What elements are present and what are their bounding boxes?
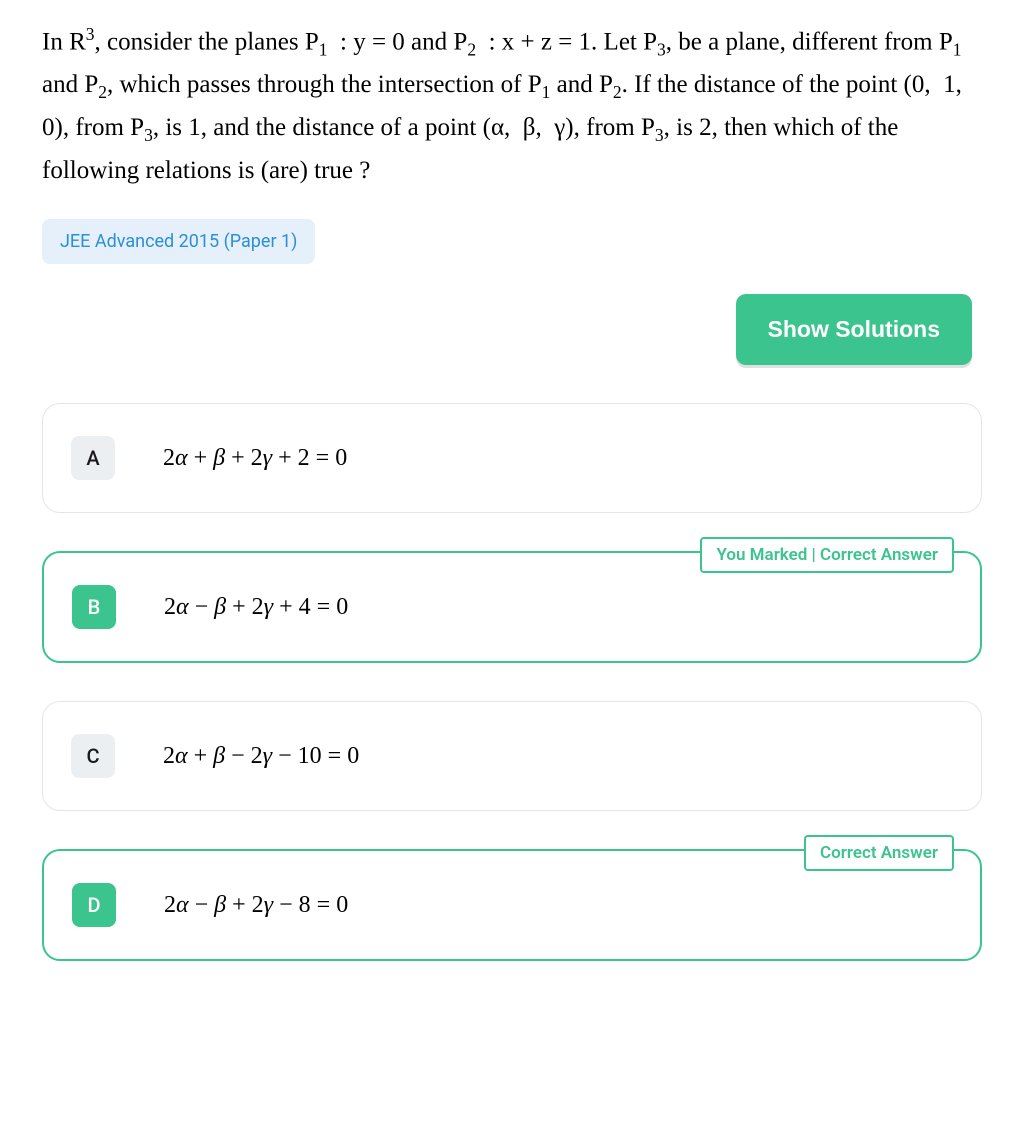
option-card-c[interactable]: C 2α + β − 2γ − 10 = 0 bbox=[42, 701, 982, 811]
option-formula: 2α + β − 2γ − 10 = 0 bbox=[163, 743, 359, 770]
status-tag: You Marked | Correct Answer bbox=[700, 537, 954, 573]
option-formula: 2α − β + 2γ − 8 = 0 bbox=[164, 892, 348, 919]
question-text: In R3, consider the planes P1 : y = 0 an… bbox=[42, 20, 982, 191]
option-letter: A bbox=[71, 436, 115, 480]
option-letter: C bbox=[71, 734, 115, 778]
option-card-d[interactable]: Correct AnswerD2α − β + 2γ − 8 = 0 bbox=[42, 849, 982, 961]
show-solutions-button[interactable]: Show Solutions bbox=[736, 294, 973, 365]
option-formula: 2α − β + 2γ + 4 = 0 bbox=[164, 594, 348, 621]
option-card-b[interactable]: You Marked | Correct AnswerB2α − β + 2γ … bbox=[42, 551, 982, 663]
exam-tag-badge: JEE Advanced 2015 (Paper 1) bbox=[42, 219, 315, 264]
status-tag: Correct Answer bbox=[804, 835, 954, 871]
option-letter: B bbox=[72, 585, 116, 629]
option-formula: 2α + β + 2γ + 2 = 0 bbox=[163, 445, 347, 472]
option-letter: D bbox=[72, 883, 116, 927]
option-card-a[interactable]: A 2α + β + 2γ + 2 = 0 bbox=[42, 403, 982, 513]
